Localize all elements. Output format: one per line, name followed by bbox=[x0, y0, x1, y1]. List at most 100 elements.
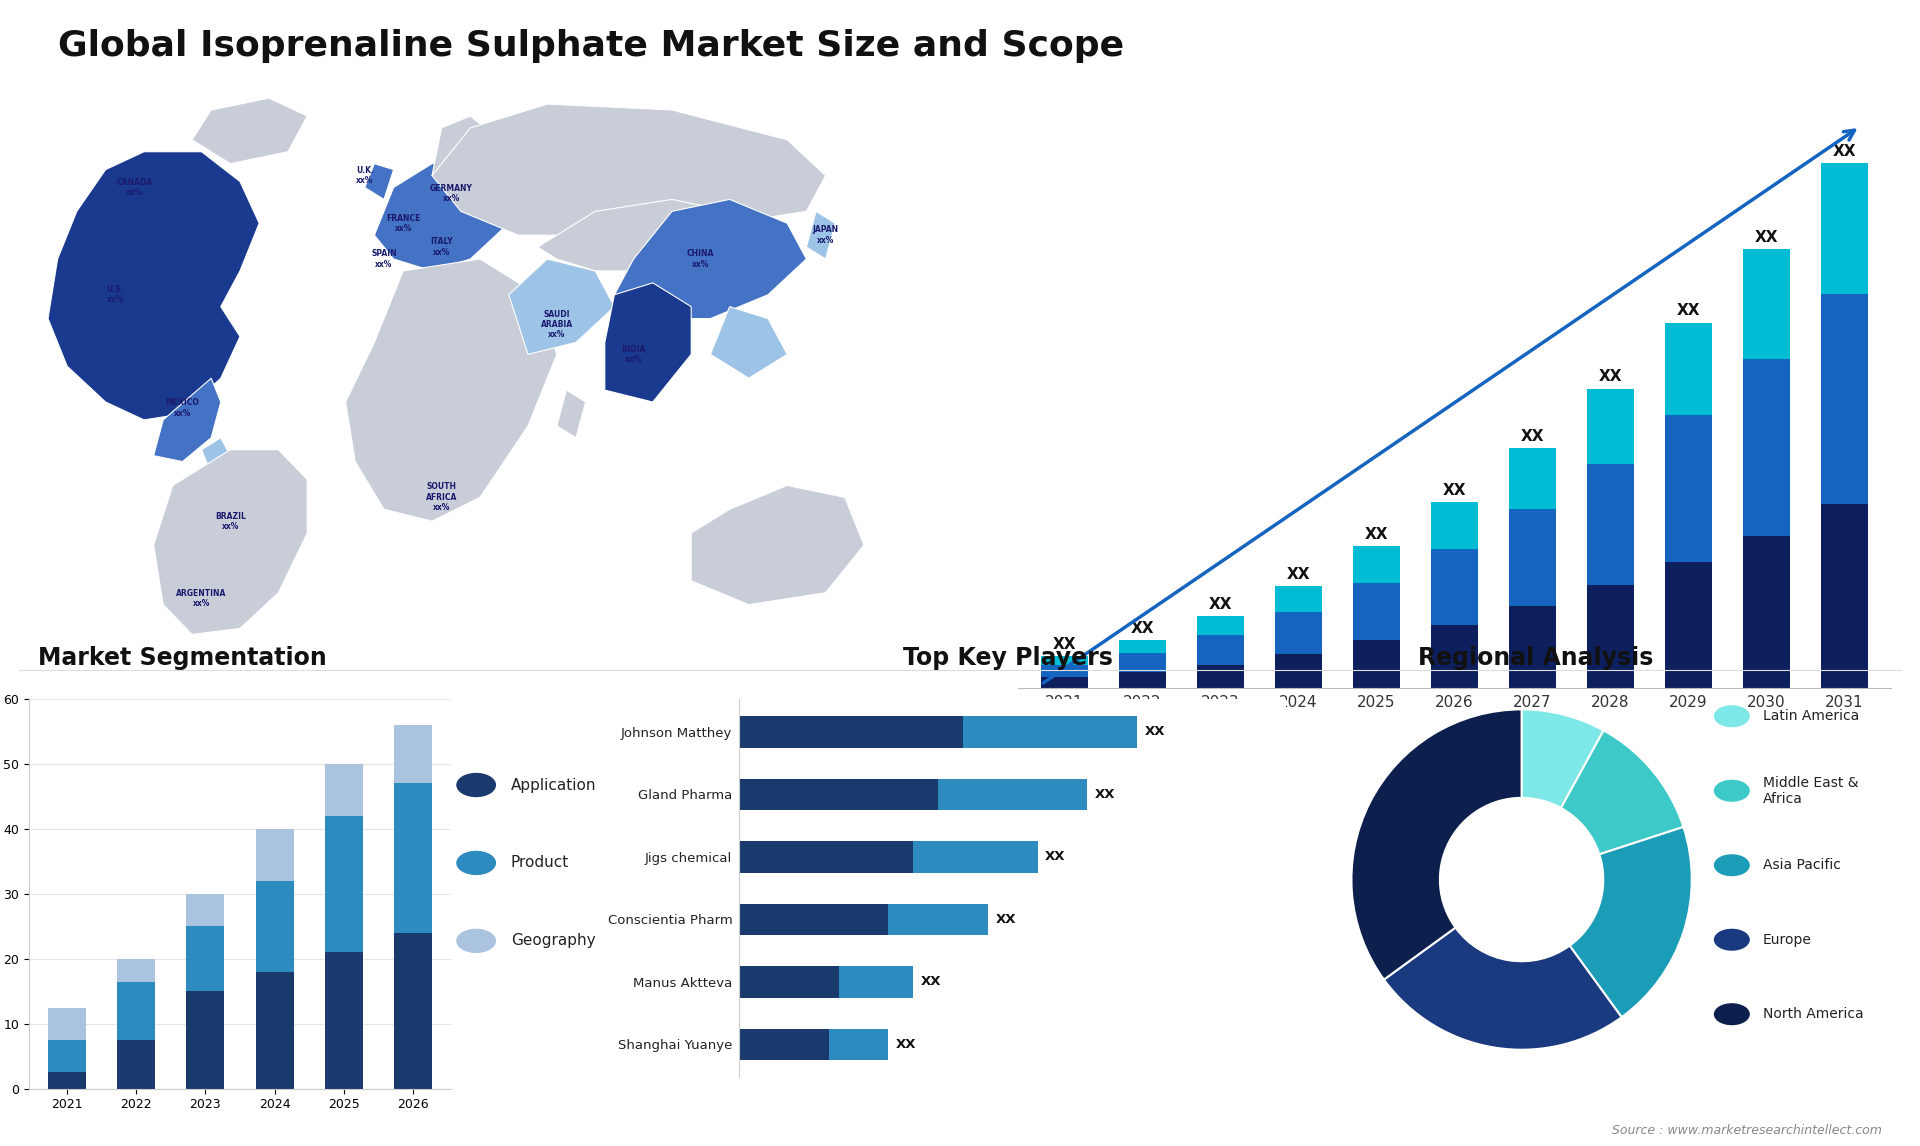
Bar bbox=[324, 952, 363, 1089]
Bar bbox=[48, 1073, 86, 1089]
Bar bbox=[255, 881, 294, 972]
Text: XX: XX bbox=[1442, 482, 1467, 497]
Polygon shape bbox=[614, 199, 806, 319]
Bar bbox=[739, 966, 839, 997]
Text: XX: XX bbox=[1052, 637, 1075, 652]
Bar bbox=[1665, 322, 1713, 415]
Text: BRAZIL
xx%: BRAZIL xx% bbox=[215, 511, 246, 531]
Bar bbox=[1430, 502, 1478, 549]
Bar bbox=[839, 966, 914, 997]
Bar bbox=[1354, 545, 1400, 582]
Text: XX: XX bbox=[1044, 850, 1066, 863]
Bar bbox=[117, 1041, 156, 1089]
Bar bbox=[1820, 504, 1868, 688]
Text: Latin America: Latin America bbox=[1763, 709, 1859, 723]
Polygon shape bbox=[557, 390, 586, 438]
Bar bbox=[939, 779, 1087, 810]
Text: XX: XX bbox=[1286, 566, 1309, 582]
Text: GERMANY
xx%: GERMANY xx% bbox=[430, 183, 472, 203]
Bar bbox=[1743, 249, 1789, 360]
Bar bbox=[1509, 606, 1555, 688]
Bar bbox=[117, 959, 156, 981]
Text: Regional Analysis: Regional Analysis bbox=[1419, 646, 1653, 670]
Bar bbox=[186, 926, 225, 991]
Wedge shape bbox=[1561, 730, 1684, 854]
Bar bbox=[324, 764, 363, 816]
Text: ARGENTINA
xx%: ARGENTINA xx% bbox=[177, 589, 227, 609]
Bar bbox=[394, 725, 432, 784]
Text: XX: XX bbox=[897, 1038, 916, 1051]
Text: MEXICO
xx%: MEXICO xx% bbox=[165, 399, 200, 417]
Polygon shape bbox=[202, 438, 230, 473]
Bar bbox=[1119, 653, 1165, 672]
Text: Market Segmentation: Market Segmentation bbox=[38, 646, 326, 670]
Bar bbox=[1041, 665, 1089, 677]
Bar bbox=[1665, 562, 1713, 688]
Bar bbox=[1743, 535, 1789, 688]
Bar bbox=[1588, 464, 1634, 584]
Bar bbox=[1196, 635, 1244, 665]
Bar bbox=[324, 816, 363, 952]
Text: Geography: Geography bbox=[511, 933, 595, 949]
Polygon shape bbox=[48, 151, 259, 419]
Text: XX: XX bbox=[1210, 597, 1233, 612]
Bar bbox=[255, 829, 294, 881]
Text: FRANCE
xx%: FRANCE xx% bbox=[386, 213, 420, 233]
Text: INDIA
xx%: INDIA xx% bbox=[622, 345, 645, 364]
Text: XX: XX bbox=[1144, 725, 1165, 738]
Bar bbox=[1275, 586, 1321, 612]
Text: XX: XX bbox=[1755, 230, 1778, 245]
Text: CHINA
xx%: CHINA xx% bbox=[687, 250, 714, 268]
Bar bbox=[1041, 677, 1089, 688]
Text: CANADA
xx%: CANADA xx% bbox=[117, 178, 152, 197]
Polygon shape bbox=[538, 199, 730, 270]
Bar bbox=[739, 841, 914, 872]
Bar bbox=[48, 1007, 86, 1041]
Bar bbox=[48, 1041, 86, 1073]
Bar bbox=[1354, 641, 1400, 688]
Polygon shape bbox=[806, 211, 835, 259]
Bar bbox=[1430, 625, 1478, 688]
Bar bbox=[1509, 448, 1555, 509]
Text: ITALY
xx%: ITALY xx% bbox=[430, 237, 453, 257]
Bar bbox=[739, 716, 964, 747]
Text: U.K.
xx%: U.K. xx% bbox=[355, 166, 374, 186]
Bar bbox=[739, 1029, 829, 1060]
Bar bbox=[1119, 672, 1165, 688]
Bar bbox=[1665, 415, 1713, 562]
Wedge shape bbox=[1384, 927, 1622, 1050]
Bar bbox=[1588, 584, 1634, 688]
Text: SPAIN
xx%: SPAIN xx% bbox=[371, 250, 397, 268]
Text: XX: XX bbox=[1365, 527, 1388, 542]
Polygon shape bbox=[365, 164, 394, 199]
Polygon shape bbox=[509, 259, 614, 354]
Bar bbox=[914, 841, 1037, 872]
Bar bbox=[1119, 641, 1165, 653]
Polygon shape bbox=[1690, 29, 1766, 55]
Polygon shape bbox=[605, 283, 691, 402]
Bar bbox=[1743, 360, 1789, 535]
Bar bbox=[394, 784, 432, 933]
Wedge shape bbox=[1352, 709, 1523, 980]
Text: Source : www.marketresearchintellect.com: Source : www.marketresearchintellect.com bbox=[1611, 1124, 1882, 1137]
Text: Top Key Players: Top Key Players bbox=[902, 646, 1114, 670]
Text: XX: XX bbox=[1131, 621, 1154, 636]
Bar bbox=[1196, 665, 1244, 688]
Text: Global Isoprenaline Sulphate Market Size and Scope: Global Isoprenaline Sulphate Market Size… bbox=[58, 29, 1123, 63]
Polygon shape bbox=[154, 378, 221, 462]
Text: Product: Product bbox=[511, 855, 568, 871]
Bar bbox=[186, 991, 225, 1089]
Polygon shape bbox=[346, 259, 557, 521]
Bar bbox=[1509, 509, 1555, 606]
Wedge shape bbox=[1571, 827, 1692, 1018]
Text: XX: XX bbox=[1676, 304, 1699, 319]
Bar bbox=[1275, 654, 1321, 688]
Text: Europe: Europe bbox=[1763, 933, 1811, 947]
Text: XX: XX bbox=[922, 975, 941, 988]
Bar bbox=[739, 904, 889, 935]
Bar bbox=[1041, 657, 1089, 665]
Text: SAUDI
ARABIA
xx%: SAUDI ARABIA xx% bbox=[541, 309, 572, 339]
Bar bbox=[1430, 549, 1478, 625]
Bar bbox=[1275, 612, 1321, 654]
Text: Application: Application bbox=[511, 777, 597, 793]
